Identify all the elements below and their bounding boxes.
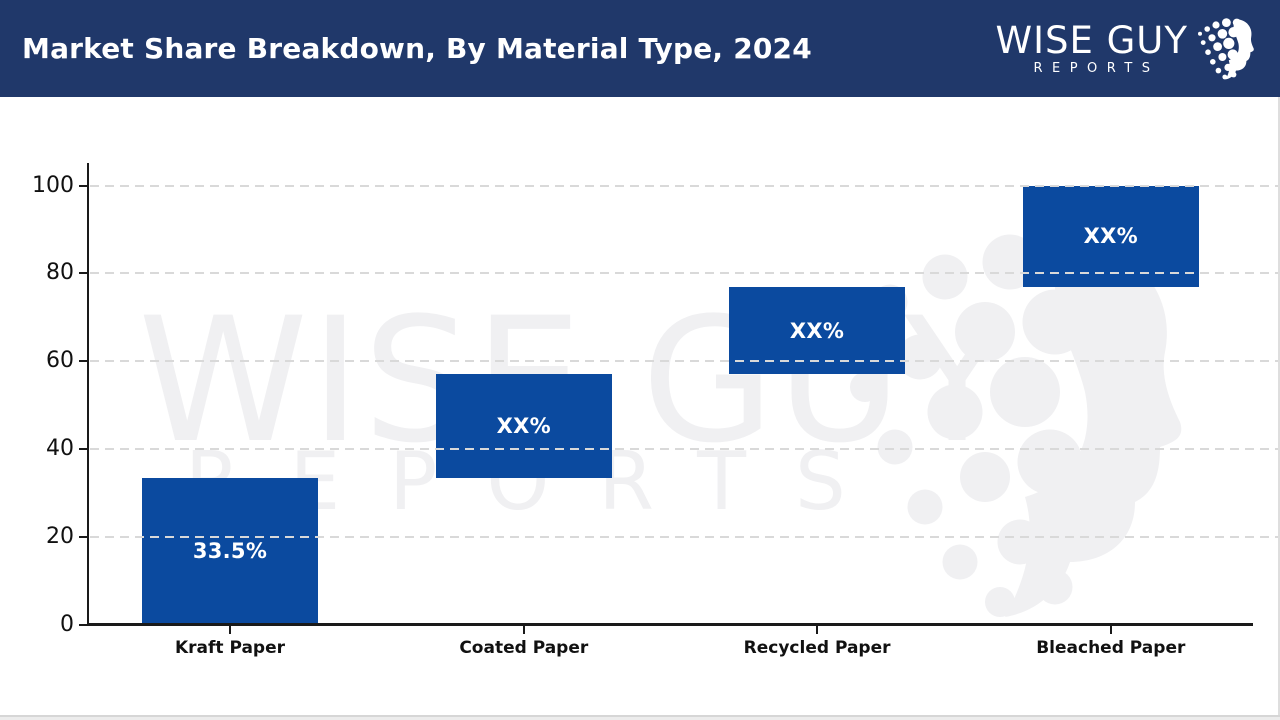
bar-value-label: XX% <box>1083 224 1138 249</box>
y-tick-mark <box>79 536 87 539</box>
page-right-border <box>1278 97 1280 720</box>
x-category-label-bleached-paper: Bleached Paper <box>1036 638 1186 658</box>
logo-subtext: REPORTS <box>1033 61 1160 76</box>
logo-wordmark: WISE GUY <box>995 19 1188 62</box>
y-tick-label: 100 <box>32 172 74 198</box>
bar-recycled-paper: XX% <box>729 286 906 375</box>
gridline <box>90 536 1278 539</box>
y-axis-line <box>87 163 89 625</box>
y-tick-label: 80 <box>46 260 74 286</box>
x-category-label-kraft-paper: Kraft Paper <box>174 638 286 658</box>
x-tick-mark <box>816 626 819 634</box>
brand-logo-text: WISE GUY REPORTS <box>996 22 1188 75</box>
x-axis-line <box>87 623 1253 626</box>
x-tick-mark <box>229 626 231 634</box>
x-category-label-recycled-paper: Recycled Paper <box>743 638 891 658</box>
gridline <box>90 360 1278 363</box>
y-tick-mark <box>79 360 87 363</box>
footer-strip <box>0 715 1280 720</box>
bar-coated-paper: XX% <box>435 374 612 478</box>
y-tick-label: 40 <box>46 436 74 462</box>
x-tick-mark <box>1109 626 1112 634</box>
y-tick-mark <box>79 624 87 626</box>
gridline <box>90 184 1278 187</box>
y-tick-label: 60 <box>46 348 74 374</box>
header: Market Share Breakdown, By Material Type… <box>0 0 1280 97</box>
y-tick-mark <box>79 272 87 275</box>
bar-value-label: XX% <box>496 414 551 439</box>
bar-value-label: XX% <box>789 318 845 343</box>
waterfall-chart: WISE GUY REPORTS 0 20 40 60 80 100 33.5% XX% XX… <box>0 97 1280 720</box>
page-title: Market Share Breakdown, By Material Type… <box>22 32 812 65</box>
bar-value-label: 33.5% <box>192 539 268 564</box>
bar-kraft-paper: 33.5% <box>142 477 318 625</box>
y-tick-label: 0 <box>60 612 74 637</box>
bar-bleached-paper: XX% <box>1022 185 1199 287</box>
brand-logo: WISE GUY REPORTS <box>996 11 1256 87</box>
x-tick-mark <box>522 626 525 634</box>
gridline <box>90 448 1278 451</box>
x-category-label-coated-paper: Coated Paper <box>459 638 589 658</box>
logo-face-icon <box>1198 17 1254 79</box>
y-tick-mark <box>79 184 87 187</box>
y-tick-mark <box>79 448 87 451</box>
y-tick-label: 20 <box>46 524 74 550</box>
gridline <box>90 272 1278 275</box>
